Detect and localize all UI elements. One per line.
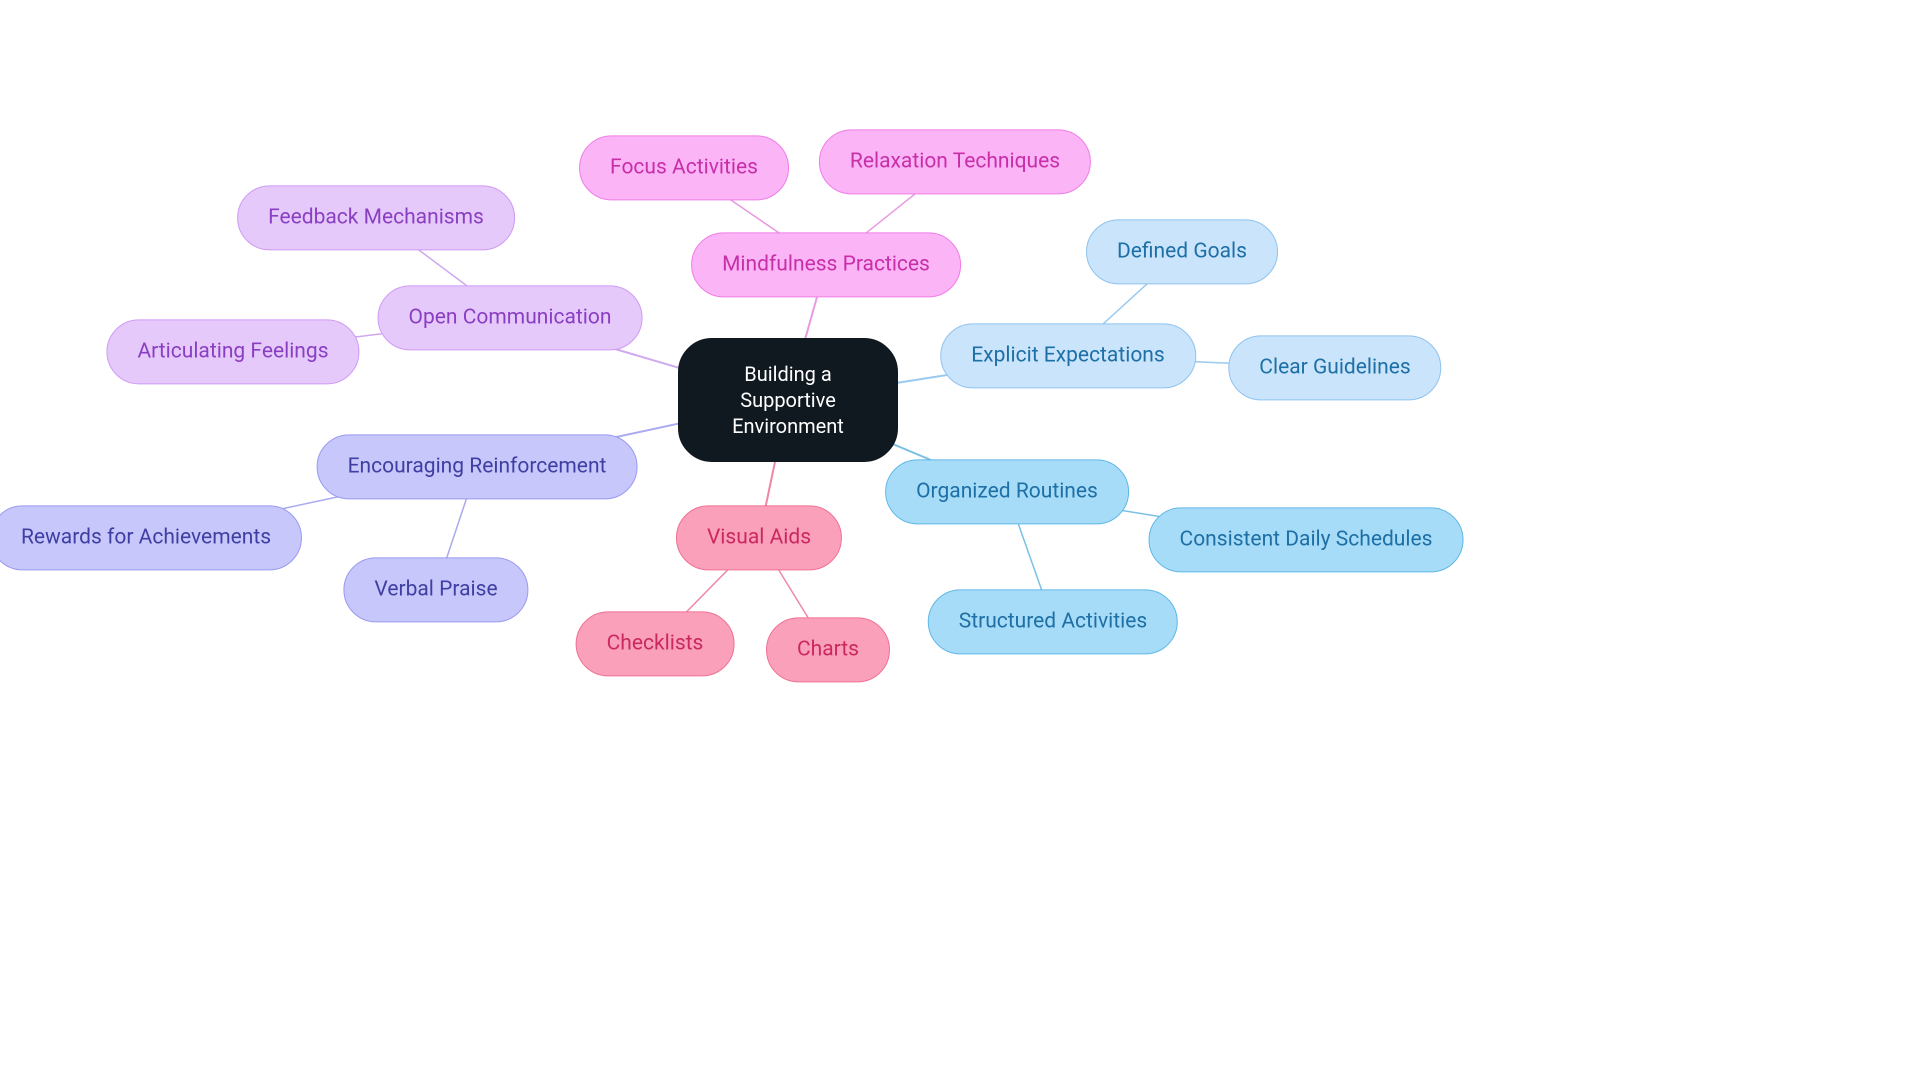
node-label: Explicit Expectations bbox=[971, 343, 1165, 367]
mindmap-node-relax: Relaxation Techniques bbox=[819, 129, 1091, 194]
mindmap-node-expexp: Explicit Expectations bbox=[940, 323, 1196, 388]
mindmap-node-feedback: Feedback Mechanisms bbox=[237, 185, 515, 250]
node-label: Articulating Feelings bbox=[137, 339, 328, 363]
mindmap-node-opencomm: Open Communication bbox=[378, 285, 643, 350]
node-label: Checklists bbox=[607, 631, 704, 655]
node-label: Structured Activities bbox=[959, 609, 1147, 633]
mindmap-node-clearguide: Clear Guidelines bbox=[1228, 335, 1441, 400]
node-label: Focus Activities bbox=[610, 155, 758, 179]
node-label: Charts bbox=[797, 637, 859, 661]
mindmap-node-mindfulness: Mindfulness Practices bbox=[691, 232, 961, 297]
node-label: Relaxation Techniques bbox=[850, 149, 1060, 173]
mindmap-node-center: Building a Supportive Environment bbox=[678, 338, 898, 462]
mindmap-node-verbal: Verbal Praise bbox=[343, 557, 528, 622]
node-label: Clear Guidelines bbox=[1259, 355, 1410, 379]
mindmap-node-rewards: Rewards for Achievements bbox=[0, 505, 302, 570]
mindmap-node-visualaids: Visual Aids bbox=[676, 505, 842, 570]
node-label: Defined Goals bbox=[1117, 239, 1247, 263]
node-label: Visual Aids bbox=[707, 525, 811, 549]
mindmap-node-defgoals: Defined Goals bbox=[1086, 219, 1278, 284]
mindmap-node-charts: Charts bbox=[766, 617, 890, 682]
node-label: Rewards for Achievements bbox=[21, 525, 271, 549]
mindmap-node-artfeel: Articulating Feelings bbox=[106, 319, 359, 384]
node-label: Mindfulness Practices bbox=[722, 252, 930, 276]
mindmap-node-orgrout: Organized Routines bbox=[885, 459, 1129, 524]
mindmap-node-structact: Structured Activities bbox=[928, 589, 1178, 654]
mindmap-node-focus: Focus Activities bbox=[579, 135, 789, 200]
mindmap-node-encrein: Encouraging Reinforcement bbox=[317, 434, 638, 499]
node-label: Verbal Praise bbox=[374, 577, 497, 601]
mindmap-node-checklists: Checklists bbox=[576, 611, 735, 676]
node-label: Consistent Daily Schedules bbox=[1180, 527, 1433, 551]
node-label: Open Communication bbox=[409, 305, 612, 329]
node-label: Building a Supportive Environment bbox=[732, 362, 844, 438]
mindmap-canvas: Building a Supportive Environment Mindful… bbox=[0, 0, 1920, 1083]
node-label: Encouraging Reinforcement bbox=[348, 454, 607, 478]
node-label: Feedback Mechanisms bbox=[268, 205, 484, 229]
mindmap-node-consched: Consistent Daily Schedules bbox=[1149, 507, 1464, 572]
node-label: Organized Routines bbox=[916, 479, 1098, 503]
